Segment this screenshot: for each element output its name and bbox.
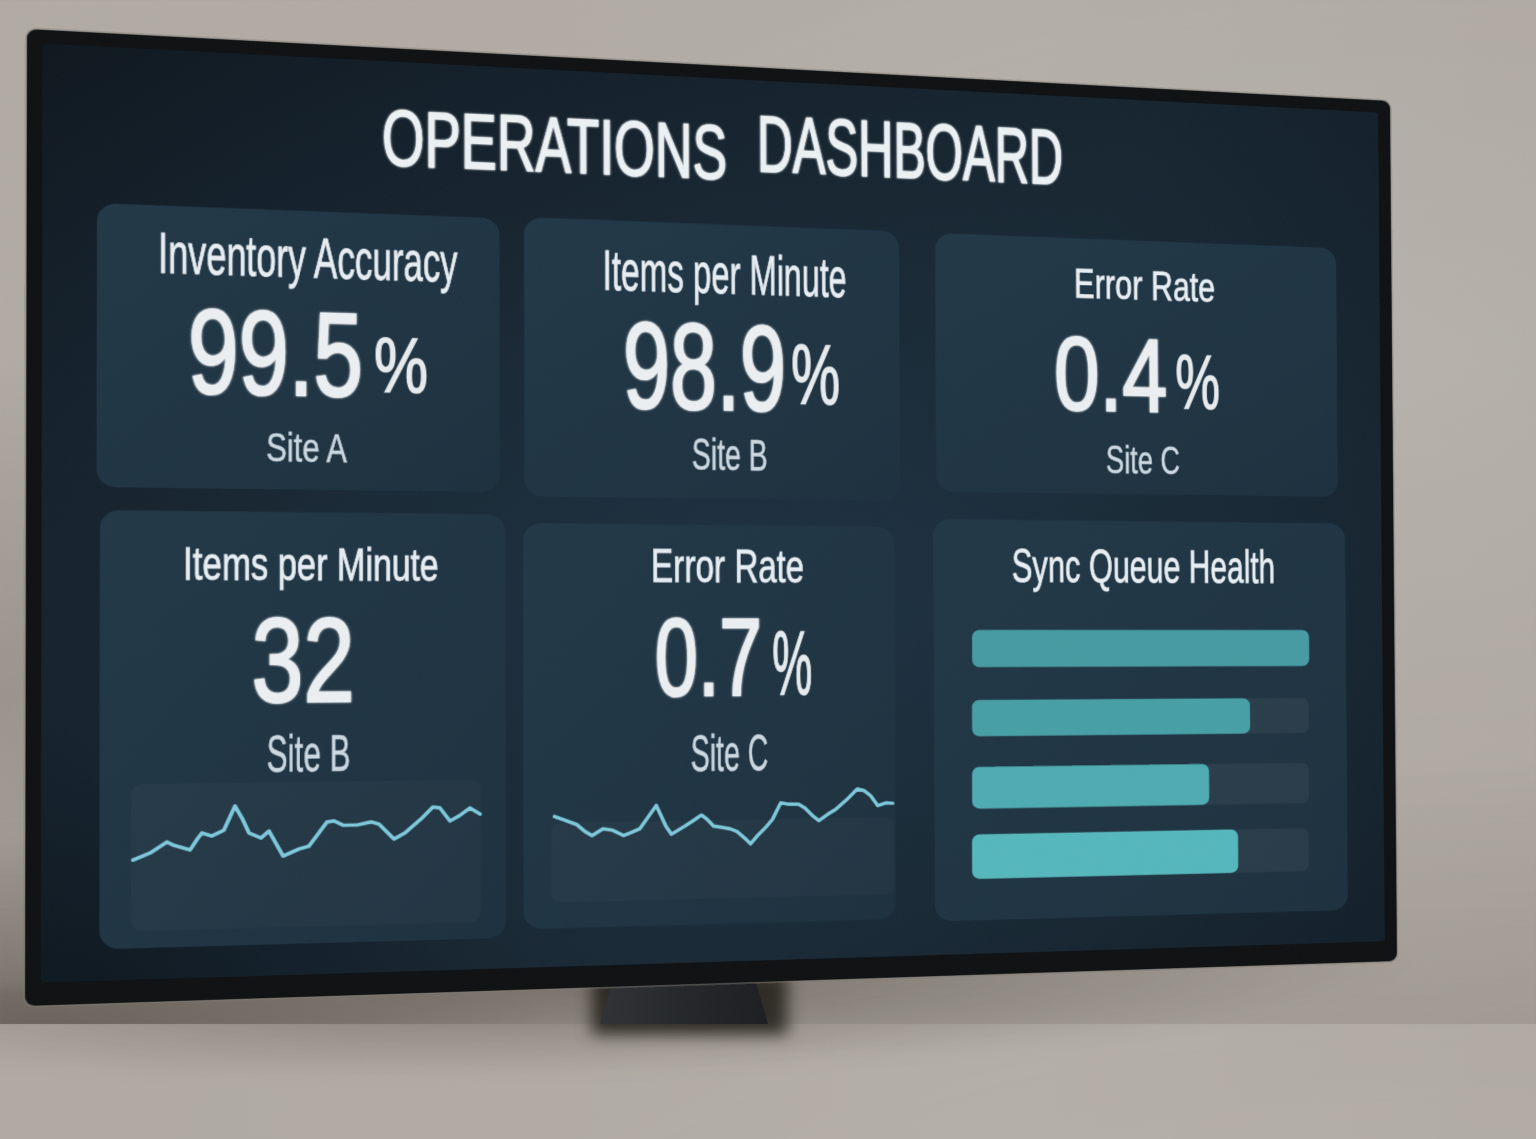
svg-text:0.4: 0.4 <box>1054 314 1168 433</box>
svg-text:Items per Minute: Items per Minute <box>183 537 439 590</box>
svg-text:32: 32 <box>252 595 355 728</box>
svg-text:Inventory Accuracy: Inventory Accuracy <box>158 220 458 294</box>
svg-text:Sync Queue Health: Sync Queue Health <box>1012 538 1276 592</box>
svg-text:%: % <box>772 612 812 714</box>
svg-text:DASHBOARD: DASHBOARD <box>757 100 1063 201</box>
svg-text:98.9: 98.9 <box>623 297 786 437</box>
svg-text:0.7: 0.7 <box>655 597 763 720</box>
svg-text:Site B: Site B <box>266 724 350 783</box>
svg-text:OPERATIONS: OPERATIONS <box>382 92 727 196</box>
svg-text:Site C: Site C <box>691 724 769 783</box>
svg-text:Site C: Site C <box>1106 438 1180 483</box>
svg-text:%: % <box>791 328 840 423</box>
svg-text:%: % <box>374 322 428 410</box>
svg-text:Site A: Site A <box>266 425 347 471</box>
svg-text:Site B: Site B <box>692 429 768 481</box>
svg-text:Error Rate: Error Rate <box>651 540 804 592</box>
svg-text:%: % <box>1175 338 1220 425</box>
svg-text:99.5: 99.5 <box>188 286 363 423</box>
svg-text:Error Rate: Error Rate <box>1074 261 1215 311</box>
